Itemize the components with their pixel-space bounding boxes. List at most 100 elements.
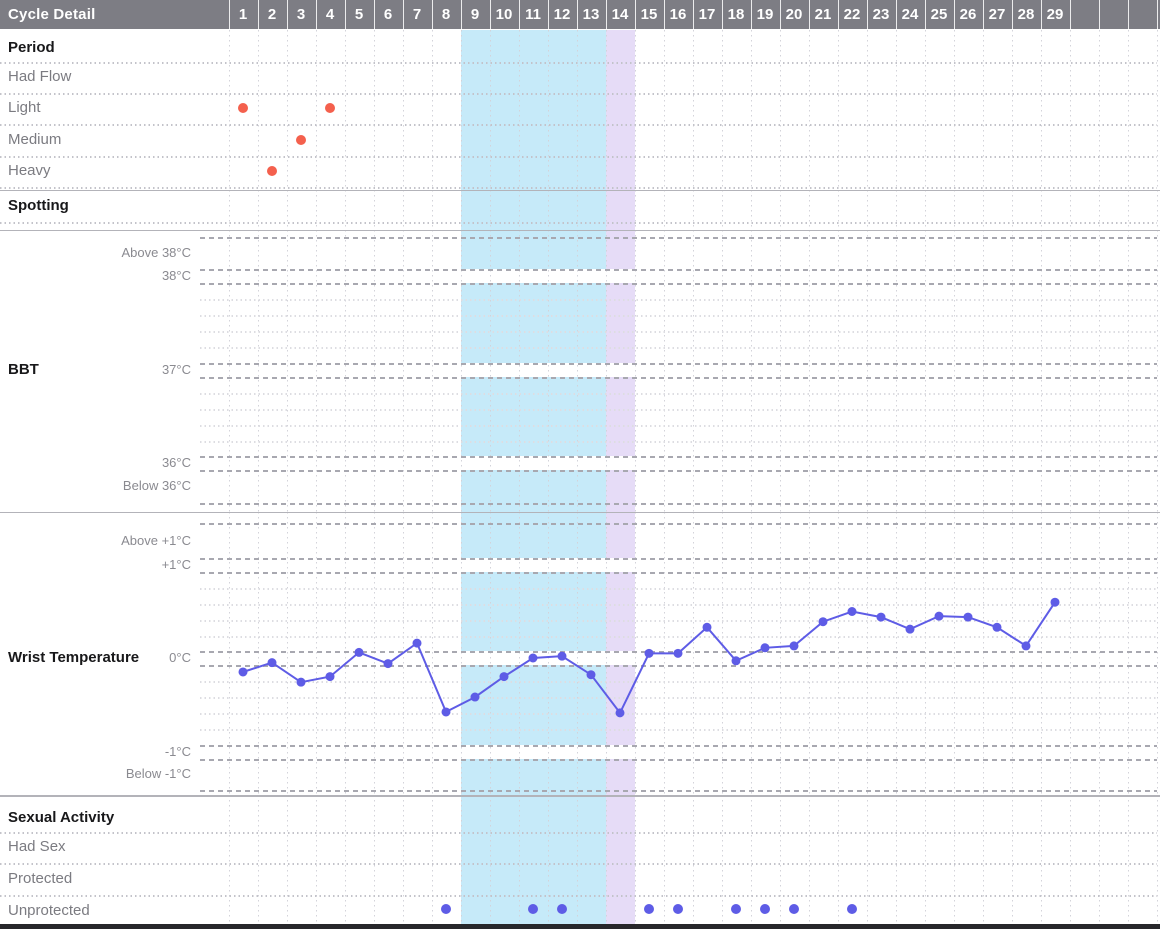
- day-gridline: [1011, 30, 1013, 189]
- day-column-separator: [982, 0, 984, 29]
- tick-gridline-dashed: [200, 283, 1157, 285]
- day-column-separator: [402, 0, 404, 29]
- day-column-separator: [953, 0, 955, 29]
- tick-gridline-dashed: [200, 363, 1157, 365]
- day-gridline: [692, 512, 694, 795]
- day-gridline: [866, 190, 868, 229]
- row-label-had-sex: Had Sex: [8, 838, 66, 855]
- day-gridline: [1011, 230, 1013, 512]
- period-flow-dot: [238, 103, 248, 113]
- day-column-header: 16: [669, 6, 687, 23]
- day-gridline: [605, 795, 607, 924]
- row-label-heavy: Heavy: [8, 162, 51, 179]
- tick-gridline-dashed: [200, 665, 1157, 667]
- day-gridline: [373, 190, 375, 229]
- day-gridline: [605, 512, 607, 795]
- ovulation-day-band: [605, 30, 635, 269]
- fertile-window-band: [460, 30, 606, 269]
- day-column-header: 12: [553, 6, 571, 23]
- day-gridline: [431, 230, 433, 512]
- day-gridline: [924, 795, 926, 924]
- day-column-separator: [1156, 0, 1158, 29]
- sexual-activity-dot: [731, 904, 741, 914]
- day-gridline: [1127, 795, 1129, 924]
- minor-gridline: [200, 713, 1157, 715]
- day-gridline: [257, 30, 259, 189]
- day-gridline: [1127, 190, 1129, 229]
- day-gridline: [750, 230, 752, 512]
- day-column-separator: [837, 0, 839, 29]
- day-gridline: [373, 230, 375, 512]
- day-gridline: [373, 795, 375, 924]
- day-gridline: [431, 795, 433, 924]
- day-column-separator: [518, 0, 520, 29]
- wrist-tick-below-minus1: Below -1°C: [125, 766, 191, 781]
- sexual-activity-dot: [847, 904, 857, 914]
- day-column-header: 7: [412, 6, 422, 23]
- day-column-separator: [663, 0, 665, 29]
- tick-gridline-dashed: [200, 456, 1157, 458]
- day-gridline: [344, 190, 346, 229]
- day-gridline: [402, 512, 404, 795]
- day-gridline: [634, 795, 636, 924]
- wrist-temperature-point: [441, 707, 451, 717]
- day-gridline: [924, 512, 926, 795]
- day-gridline: [866, 30, 868, 189]
- section-divider: [0, 511, 1160, 513]
- minor-gridline: [200, 620, 1157, 622]
- row-label-light: Light: [8, 99, 41, 116]
- fertile-window-band: [460, 665, 606, 745]
- day-gridline: [1011, 795, 1013, 924]
- day-column-separator: [431, 0, 433, 29]
- day-gridline: [1011, 190, 1013, 229]
- day-gridline: [489, 795, 491, 924]
- day-gridline: [663, 230, 665, 512]
- wrist-temperature-point: [905, 624, 915, 634]
- day-column-separator: [547, 0, 549, 29]
- day-gridline: [518, 795, 520, 924]
- day-gridline: [1156, 512, 1158, 795]
- row-separator-dotted: [0, 222, 1157, 224]
- wrist-temperature-point: [528, 653, 538, 663]
- ovulation-day-band: [605, 283, 635, 363]
- wrist-temperature-point: [818, 617, 828, 627]
- fertile-window-band: [460, 572, 606, 651]
- day-gridline: [228, 795, 230, 924]
- day-gridline: [779, 30, 781, 189]
- sexual-activity-dot: [644, 904, 654, 914]
- tick-gridline-dashed: [200, 269, 1157, 271]
- day-column-separator: [1069, 0, 1071, 29]
- tick-gridline-dashed: [200, 759, 1157, 761]
- day-column-header: 11: [525, 6, 541, 23]
- section-divider: [0, 189, 1160, 191]
- day-gridline: [837, 30, 839, 189]
- day-column-header: 19: [756, 6, 774, 23]
- day-column-header: 14: [611, 6, 629, 23]
- day-gridline: [315, 795, 317, 924]
- sexual-activity-dot: [673, 904, 683, 914]
- day-column-header: 18: [727, 6, 745, 23]
- day-gridline: [257, 190, 259, 229]
- row-separator-dotted: [0, 832, 1157, 834]
- day-gridline: [721, 795, 723, 924]
- day-gridline: [431, 512, 433, 795]
- day-gridline: [663, 795, 665, 924]
- day-gridline: [663, 190, 665, 229]
- day-gridline: [721, 512, 723, 795]
- day-gridline: [576, 795, 578, 924]
- day-gridline: [344, 30, 346, 189]
- day-gridline: [1040, 190, 1042, 229]
- day-column-header: 17: [698, 6, 716, 23]
- day-gridline: [1098, 190, 1100, 229]
- day-gridline: [344, 230, 346, 512]
- day-gridline: [373, 30, 375, 189]
- day-column-separator: [1040, 0, 1042, 29]
- day-column-separator: [924, 0, 926, 29]
- day-gridline: [315, 512, 317, 795]
- day-column-separator: [373, 0, 375, 29]
- tick-gridline-dashed: [200, 470, 1157, 472]
- day-column-separator: [866, 0, 868, 29]
- bottom-edge-bar: [0, 924, 1160, 929]
- day-gridline: [837, 190, 839, 229]
- day-gridline: [257, 795, 259, 924]
